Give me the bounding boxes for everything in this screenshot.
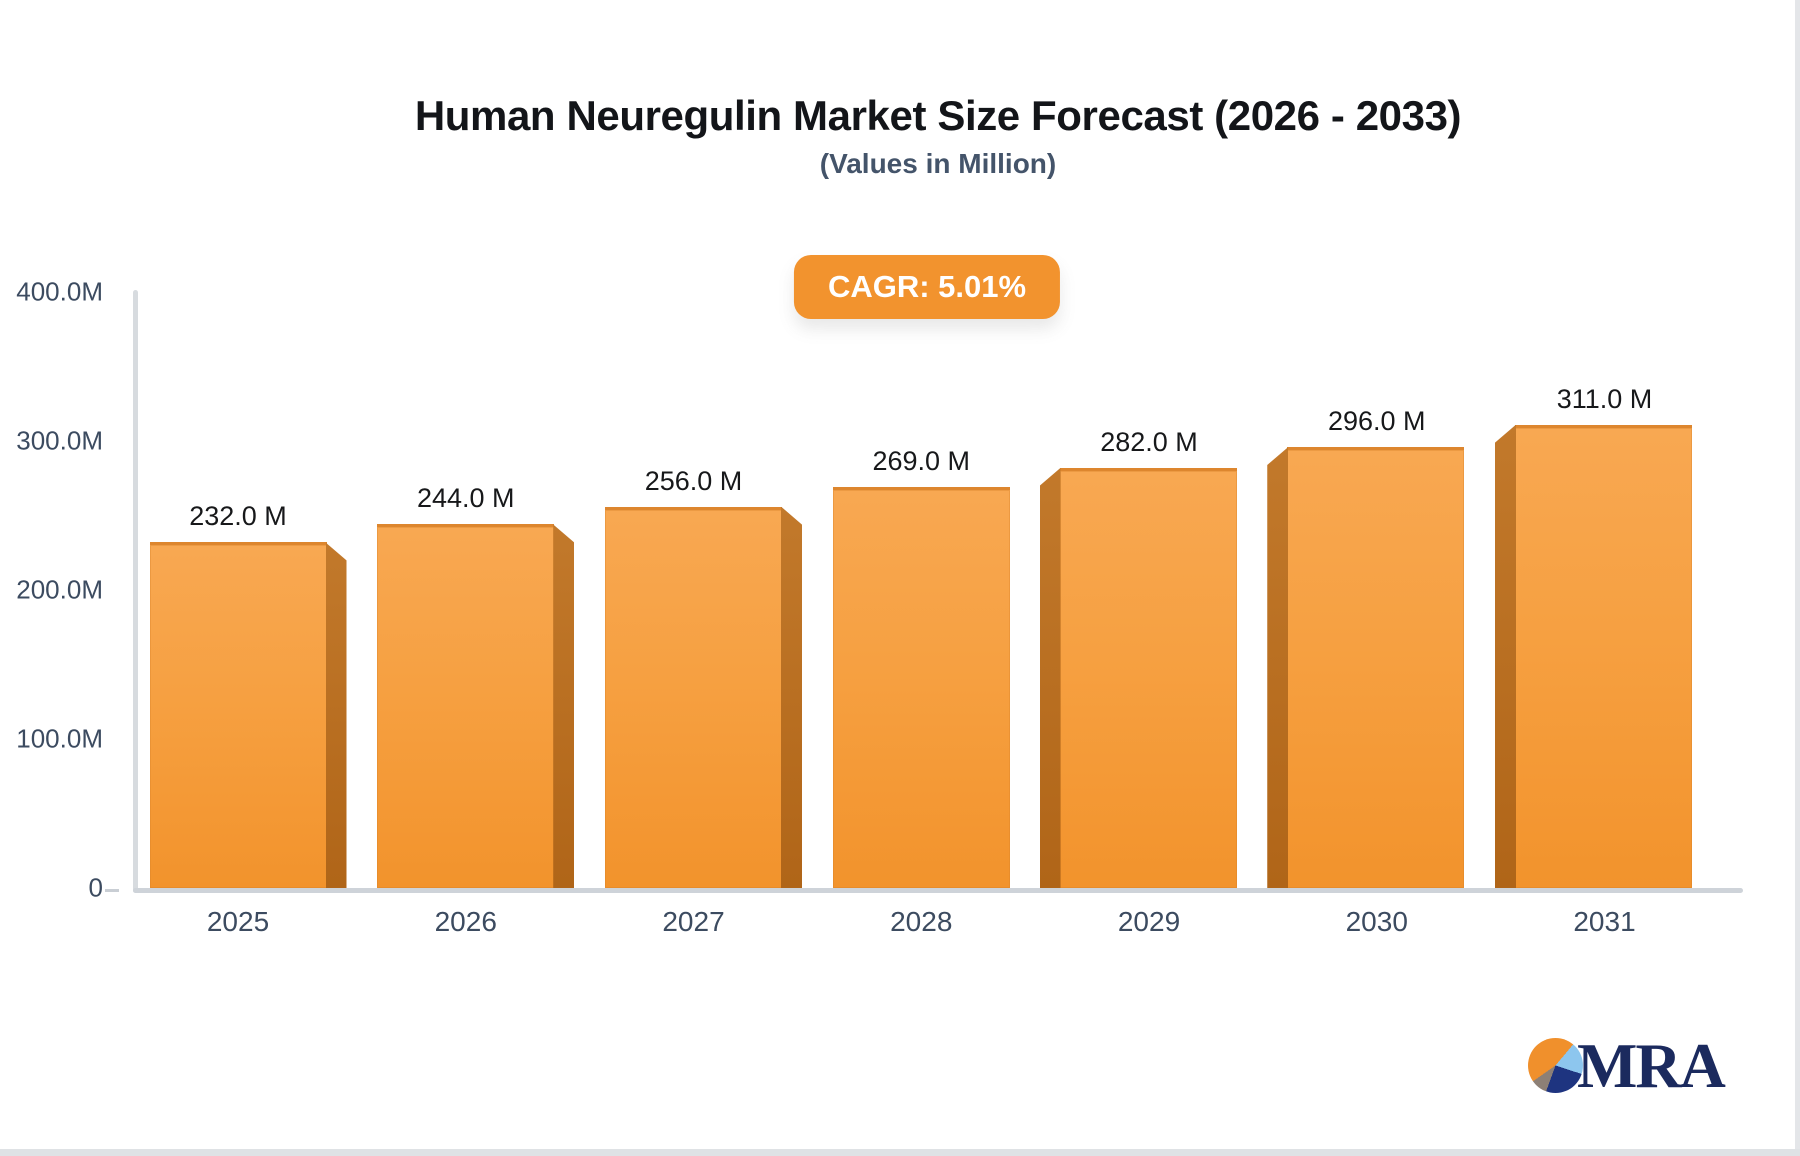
y-zero-tick — [105, 889, 119, 892]
bar-group-2026 — [377, 524, 575, 888]
bar-2030 — [1287, 446, 1465, 888]
y-tick-label: 200.0M — [16, 574, 103, 605]
bar-side-face — [1267, 446, 1289, 888]
x-tick-label: 2027 — [662, 906, 725, 937]
bar-value-label: 244.0 M — [416, 483, 515, 514]
bar-2029 — [1059, 467, 1237, 888]
bar-value-label: 296.0 M — [1327, 405, 1426, 436]
bar-value-label: 256.0 M — [644, 465, 743, 496]
bar-group-2027 — [605, 506, 802, 888]
bar-group-2030 — [1267, 446, 1465, 888]
x-axis-line — [133, 888, 1743, 893]
bar-side-face — [325, 542, 347, 888]
chart-subtitle: (Values in Million) — [819, 148, 1057, 179]
x-tick-label: 2030 — [1345, 906, 1408, 937]
x-tick-label: 2026 — [434, 906, 497, 937]
x-tick-label: 2029 — [1117, 906, 1181, 937]
y-tick-label: 0 — [88, 872, 103, 903]
window-edge-right — [1795, 0, 1800, 1156]
bar-side-face — [781, 506, 802, 888]
bar-value-label: 282.0 M — [1100, 426, 1198, 457]
bar-2031 — [1515, 424, 1692, 888]
bar-value-label: 269.0 M — [872, 446, 971, 477]
bar-side-face — [553, 524, 575, 888]
mra-logo: MRA — [1528, 1030, 1726, 1101]
bar-2026 — [377, 524, 555, 888]
y-axis-line — [133, 290, 138, 893]
bar-group-2025 — [149, 542, 347, 888]
mra-logo-text: MRA — [1577, 1030, 1726, 1101]
bar-side-face — [1039, 467, 1061, 888]
bar-side-face — [1495, 424, 1516, 888]
bar-2027 — [605, 506, 782, 888]
bar-group-2029 — [1039, 467, 1237, 888]
pie-chart-logo-icon — [1528, 1038, 1583, 1093]
x-tick-label: 2031 — [1573, 906, 1636, 937]
cagr-badge: CAGR: 5.01% — [793, 255, 1061, 319]
plot-area: 400.0M 300.0M 200.0M 100.0M 0 232.0 M 2025 244.… — [16, 277, 1743, 937]
bar-2028 — [832, 487, 1010, 888]
x-tick-label: 2028 — [890, 906, 953, 937]
y-tick-label: 300.0M — [16, 425, 103, 456]
x-tick-label: 2025 — [206, 906, 270, 937]
bar-group-2028 — [832, 487, 1010, 888]
y-tick-label: 400.0M — [16, 276, 103, 307]
window-edge-bottom — [0, 1149, 1800, 1156]
bar-value-label: 311.0 M — [1556, 383, 1653, 414]
chart-title: Human Neuregulin Market Size Forecast (2… — [414, 92, 1462, 139]
bar-value-label: 232.0 M — [189, 501, 287, 532]
bar-2025 — [149, 542, 327, 888]
y-tick-label: 100.0M — [16, 723, 103, 754]
bar-group-2031 — [1495, 424, 1692, 888]
